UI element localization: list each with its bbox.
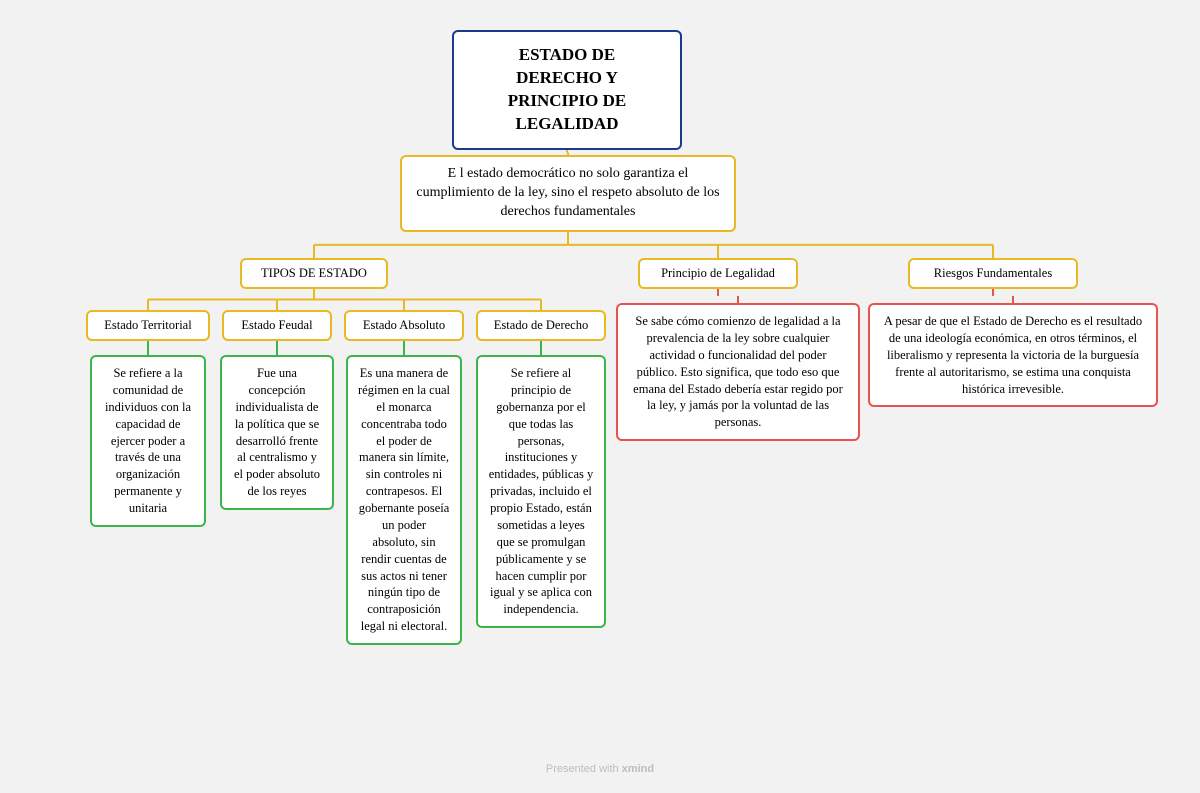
territorial-desc-text: Se refiere a la comunidad de individuos … bbox=[105, 366, 191, 515]
absoluto-text: Estado Absoluto bbox=[363, 318, 445, 332]
tipos-text: TIPOS DE ESTADO bbox=[261, 266, 367, 280]
riesgos-text: Riesgos Fundamentales bbox=[934, 266, 1052, 280]
feudal-node: Estado Feudal bbox=[222, 310, 332, 341]
principio-desc-node: Se sabe cómo comienzo de legalidad a la … bbox=[616, 303, 860, 441]
root-text: ESTADO DE DERECHO Y PRINCIPIO DE LEGALID… bbox=[508, 45, 627, 133]
feudal-desc-node: Fue una concepción individualista de la … bbox=[220, 355, 334, 510]
footer: Presented with xmind bbox=[0, 763, 1200, 775]
principio-text: Principio de Legalidad bbox=[661, 266, 775, 280]
feudal-text: Estado Feudal bbox=[241, 318, 312, 332]
derecho-desc-node: Se refiere al principio de gobernanza po… bbox=[476, 355, 606, 628]
democratic-node: E l estado democrático no solo garantiza… bbox=[400, 155, 736, 232]
principio-node: Principio de Legalidad bbox=[638, 258, 798, 289]
absoluto-desc-node: Es una manera de régimen en la cual el m… bbox=[346, 355, 462, 645]
riesgos-node: Riesgos Fundamentales bbox=[908, 258, 1078, 289]
principio-desc-text: Se sabe cómo comienzo de legalidad a la … bbox=[633, 314, 843, 429]
riesgos-desc-node: A pesar de que el Estado de Derecho es e… bbox=[868, 303, 1158, 407]
tipos-node: TIPOS DE ESTADO bbox=[240, 258, 388, 289]
feudal-desc-text: Fue una concepción individualista de la … bbox=[234, 366, 320, 498]
democratic-text: E l estado democrático no solo garantiza… bbox=[416, 166, 719, 219]
footer-brand: xmind bbox=[622, 763, 654, 775]
derecho-desc-text: Se refiere al principio de gobernanza po… bbox=[489, 366, 594, 616]
territorial-node: Estado Territorial bbox=[86, 310, 210, 341]
footer-prefix: Presented with bbox=[546, 763, 622, 775]
absoluto-node: Estado Absoluto bbox=[344, 310, 464, 341]
territorial-desc-node: Se refiere a la comunidad de individuos … bbox=[90, 355, 206, 527]
derecho-text: Estado de Derecho bbox=[494, 318, 588, 332]
root-node: ESTADO DE DERECHO Y PRINCIPIO DE LEGALID… bbox=[452, 30, 682, 150]
territorial-text: Estado Territorial bbox=[104, 318, 191, 332]
derecho-node: Estado de Derecho bbox=[476, 310, 606, 341]
riesgos-desc-text: A pesar de que el Estado de Derecho es e… bbox=[884, 314, 1142, 396]
absoluto-desc-text: Es una manera de régimen en la cual el m… bbox=[358, 366, 450, 633]
